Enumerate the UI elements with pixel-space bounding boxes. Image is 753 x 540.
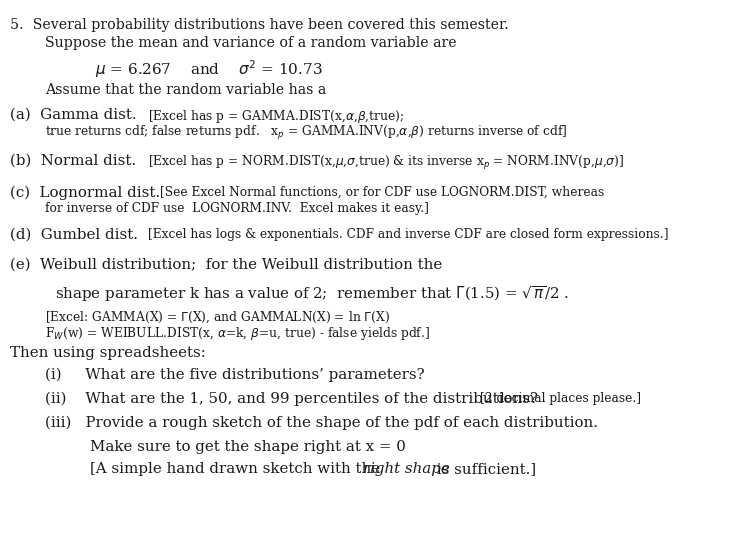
Text: Then using spreadsheets:: Then using spreadsheets: [10,346,206,360]
Text: is sufficient.]: is sufficient.] [432,462,536,476]
Text: (iii)   Provide a rough sketch of the shape of the pdf of each distribution.: (iii) Provide a rough sketch of the shap… [45,416,598,430]
Text: [Excel has p = GAMMA.DIST(x,$\alpha$,$\beta$,true);: [Excel has p = GAMMA.DIST(x,$\alpha$,$\b… [148,108,404,125]
Text: Make sure to get the shape right at x = 0: Make sure to get the shape right at x = … [90,440,406,454]
Text: [A simple hand drawn sketch with the: [A simple hand drawn sketch with the [90,462,385,476]
Text: 5.  Several probability distributions have been covered this semester.: 5. Several probability distributions hav… [10,18,509,32]
Text: [Excel has logs & exponentials. CDF and inverse CDF are closed form expressions.: [Excel has logs & exponentials. CDF and … [148,228,669,241]
Text: Assume that the random variable has a: Assume that the random variable has a [45,83,326,97]
Text: (a)  Gamma dist.: (a) Gamma dist. [10,108,136,122]
Text: (b)  Normal dist.: (b) Normal dist. [10,154,136,168]
Text: Suppose the mean and variance of a random variable are: Suppose the mean and variance of a rando… [45,36,456,50]
Text: F$_W$(w) = WEIBULL.DIST(x, $\alpha$=k, $\beta$=u, true) - false yields pdf.]: F$_W$(w) = WEIBULL.DIST(x, $\alpha$=k, $… [45,325,430,342]
Text: for inverse of CDF use  LOGNORM.INV.  Excel makes it easy.]: for inverse of CDF use LOGNORM.INV. Exce… [45,202,429,215]
Text: [2 decimal places please.]: [2 decimal places please.] [480,392,641,405]
Text: (i)     What are the five distributions’ parameters?: (i) What are the five distributions’ par… [45,368,425,382]
Text: shape parameter k has a value of 2;  remember that $\Gamma$(1.5) = $\sqrt{\pi}$/: shape parameter k has a value of 2; reme… [55,284,569,304]
Text: [See Excel Normal functions, or for CDF use LOGNORM.DIST, whereas: [See Excel Normal functions, or for CDF … [160,186,604,199]
Text: [Excel: GAMMA(X) = $\Gamma$(X), and GAMMALN(X) = ln $\Gamma$(X): [Excel: GAMMA(X) = $\Gamma$(X), and GAMM… [45,310,390,326]
Text: right shape: right shape [363,462,450,476]
Text: (d)  Gumbel dist.: (d) Gumbel dist. [10,228,138,242]
Text: $\mu$ = 6.267    and    $\sigma^2$ = 10.73: $\mu$ = 6.267 and $\sigma^2$ = 10.73 [95,58,323,80]
Text: (c)  Lognormal dist.: (c) Lognormal dist. [10,186,160,200]
Text: [Excel has p = NORM.DIST(x,$\mu$,$\sigma$,true) & its inverse x$_p$ = NORM.INV(p: [Excel has p = NORM.DIST(x,$\mu$,$\sigma… [148,154,624,172]
Text: (e)  Weibull distribution;  for the Weibull distribution the: (e) Weibull distribution; for the Weibul… [10,258,442,272]
Text: (ii)    What are the 1, 50, and 99 percentiles of the distributions?: (ii) What are the 1, 50, and 99 percenti… [45,392,538,407]
Text: true returns cdf; false returns pdf.   x$_p$ = GAMMA.INV(p,$\alpha$,$\beta$) ret: true returns cdf; false returns pdf. x$_… [45,124,567,142]
